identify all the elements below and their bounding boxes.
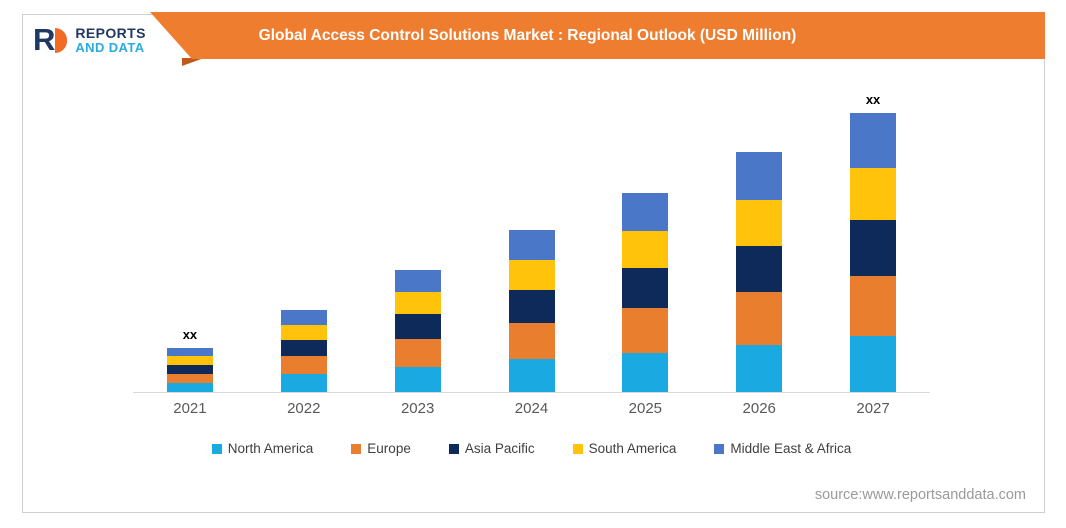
x-axis-label-2026: 2026	[742, 400, 776, 417]
bar-value-label-2027: xx	[865, 92, 881, 107]
bar-segment-2026	[736, 152, 783, 200]
legend-item-middle-east-africa: Middle East & Africa	[714, 441, 851, 456]
reports-and-data-logo: R REPORTS AND DATA	[33, 22, 146, 58]
bar-segment-2024	[508, 359, 555, 392]
legend-item-asia-pacific: Asia Pacific	[448, 441, 535, 456]
bar-segment-2027	[850, 276, 897, 336]
logo-wordmark: REPORTS AND DATA	[75, 26, 145, 54]
bar-segment-2024	[508, 260, 555, 290]
bar-segment-2023	[394, 270, 441, 292]
logo-reports-text: REPORTS	[75, 25, 146, 41]
logo-rd-mark-icon: R	[33, 22, 68, 58]
x-axis-label-2022: 2022	[287, 400, 321, 417]
logo-and-data-text: AND DATA	[75, 39, 145, 55]
bar-segment-2023	[394, 339, 441, 367]
legend-swatch-icon	[714, 443, 725, 454]
legend-swatch-icon	[448, 443, 459, 454]
bar-segment-2027	[850, 220, 897, 276]
bar-2021	[166, 348, 213, 392]
bar-segment-2024	[508, 290, 555, 323]
bar-segment-2025	[622, 231, 669, 268]
legend-label: Europe	[367, 441, 411, 456]
legend-swatch-icon	[572, 443, 583, 454]
bar-segment-2026	[736, 246, 783, 292]
legend-label: Asia Pacific	[464, 441, 535, 456]
bar-segment-2021	[166, 365, 213, 374]
bar-value-label-2021: xx	[182, 327, 198, 342]
bar-segment-2026	[736, 345, 783, 392]
bar-segment-2022	[280, 374, 327, 392]
bar-segment-2022	[280, 340, 327, 356]
bar-2024	[508, 230, 555, 392]
bar-segment-2027	[850, 336, 897, 392]
bar-2025	[622, 193, 669, 392]
bar-segment-2025	[622, 268, 669, 308]
legend-item-north-america: North America	[211, 441, 314, 456]
bar-segment-2025	[622, 353, 669, 392]
source-attribution: source:www.reportsanddata.com	[814, 487, 1026, 503]
legend-label: North America	[227, 441, 314, 456]
bar-segment-2024	[508, 323, 555, 359]
bar-segment-2023	[394, 292, 441, 314]
chart-area: xx 2021 2022 2023 2024 2025 2026 xx 2027	[133, 85, 930, 417]
legend-swatch-icon	[211, 443, 222, 454]
bar-2027	[850, 113, 897, 392]
bar-segment-2026	[736, 200, 783, 246]
bar-segment-2021	[166, 348, 213, 356]
bar-segment-2022	[280, 325, 327, 340]
title-banner: Global Access Control Solutions Market :…	[150, 12, 1045, 59]
bar-segment-2022	[280, 310, 327, 325]
legend-label: South America	[588, 441, 677, 456]
bar-segment-2021	[166, 374, 213, 383]
bar-segment-2026	[736, 292, 783, 345]
x-axis-label-2021: 2021	[173, 400, 207, 417]
logo-letter-d-icon	[55, 27, 68, 53]
x-axis-label-2025: 2025	[628, 400, 663, 417]
bar-segment-2027	[850, 168, 897, 220]
banner-ribbon-fold	[182, 58, 204, 66]
legend-item-europe: Europe	[351, 441, 411, 456]
bar-2022	[280, 310, 327, 392]
bar-segment-2025	[622, 308, 669, 353]
legend-swatch-icon	[351, 443, 362, 454]
chart-title: Global Access Control Solutions Market :…	[258, 26, 797, 44]
legend-label: Middle East & Africa	[730, 441, 852, 456]
legend-item-south-america: South America	[572, 441, 677, 456]
bar-2026	[736, 152, 783, 392]
bar-2023	[394, 270, 441, 392]
logo-letter-r: R	[33, 22, 55, 58]
bar-segment-2025	[622, 193, 669, 231]
bar-segment-2027	[850, 113, 897, 168]
x-axis-label-2024: 2024	[514, 400, 549, 417]
legend: North America Europe Asia Pacific South Ame…	[133, 441, 930, 456]
x-axis-label-2027: 2027	[856, 400, 890, 417]
bar-segment-2022	[280, 356, 327, 374]
bar-segment-2021	[166, 383, 213, 392]
bar-segment-2023	[394, 314, 441, 339]
bar-segment-2024	[508, 230, 555, 260]
x-axis-label-2023: 2023	[400, 400, 435, 417]
bar-segment-2023	[394, 367, 441, 392]
bar-segment-2021	[166, 356, 213, 365]
